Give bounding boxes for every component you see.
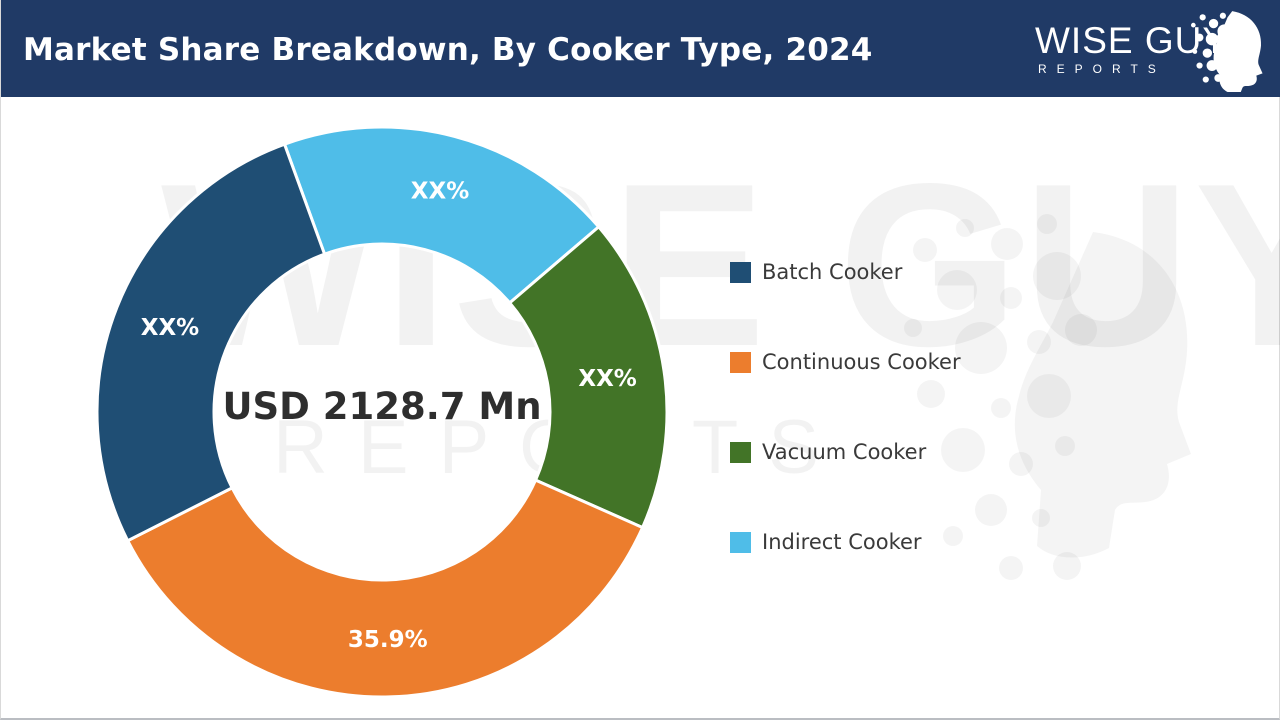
legend-swatch [730, 441, 751, 463]
donut-svg: XX% XX% 35.9% XX% [95, 125, 669, 699]
slice-percentage-label: XX% [141, 315, 200, 341]
donut-chart: XX% XX% 35.9% XX% [92, 122, 672, 702]
slice-percentage-label: XX% [411, 179, 470, 205]
logo-wordmark-line2: REPORTS [1038, 62, 1166, 76]
donut-center-value: USD 2128.7 Mn [222, 385, 542, 428]
header-bar: Market Share Breakdown, By Cooker Type, … [1, 0, 1280, 97]
donut-slice-indirect-cooker [282, 125, 601, 305]
logo-head-icon [1191, 11, 1263, 92]
legend-item-indirect-cooker: Indirect Cooker [730, 530, 961, 554]
donut-slice-vacuum-cooker [507, 224, 669, 530]
logo-wordmark: WISE GUY REPORTS [1035, 22, 1228, 76]
page-title: Market Share Breakdown, By Cooker Type, … [23, 32, 873, 68]
legend-item-continuous-cooker: Continuous Cooker [730, 350, 961, 374]
legend-swatch [730, 351, 751, 373]
slice-percentage-label: XX% [578, 366, 637, 392]
legend-label: Vacuum Cooker [762, 440, 927, 464]
legend-label: Indirect Cooker [762, 530, 922, 554]
legend-item-vacuum-cooker: Vacuum Cooker [730, 440, 961, 464]
legend-item-batch-cooker: Batch Cooker [730, 260, 961, 284]
legend-label: Batch Cooker [762, 260, 903, 284]
donut-slice-continuous-cooker [125, 478, 645, 699]
legend-swatch [730, 531, 751, 553]
chart-legend: Batch Cooker Continuous Cooker Vacuum Cook… [730, 260, 961, 621]
slice-percentage-label: 35.9% [348, 627, 428, 653]
legend-label: Continuous Cooker [762, 350, 961, 374]
legend-swatch [730, 261, 751, 283]
wiseguy-logo: WISE GUY REPORTS [1015, 6, 1265, 92]
donut-slice-batch-cooker [95, 142, 327, 543]
